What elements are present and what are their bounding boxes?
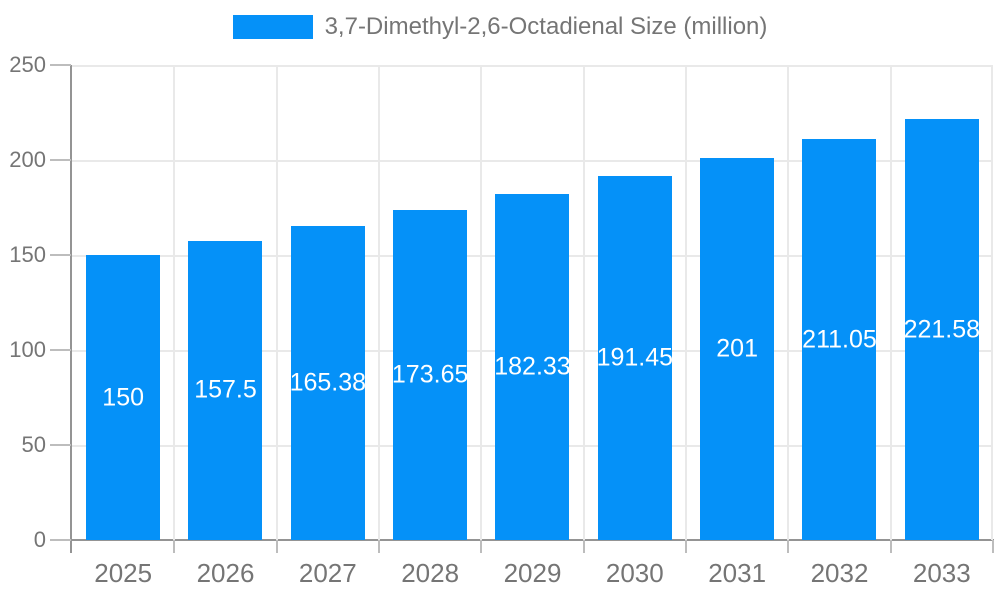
y-axis-label-50: 50 bbox=[21, 432, 46, 457]
bar-value-label-2028: 173.65 bbox=[391, 360, 469, 389]
y-axis-label-100: 100 bbox=[9, 337, 46, 362]
gridline-vertical bbox=[480, 65, 483, 540]
x-axis-label-2028: 2028 bbox=[401, 558, 460, 588]
x-axis-tick bbox=[480, 540, 483, 553]
x-axis-label-2027: 2027 bbox=[298, 558, 357, 588]
legend-swatch bbox=[232, 15, 313, 39]
x-axis-label-2029: 2029 bbox=[503, 558, 562, 588]
gridline-horizontal-200 bbox=[72, 160, 993, 162]
gridline-horizontal-250 bbox=[72, 65, 993, 67]
y-axis-tick-200 bbox=[50, 159, 71, 161]
bar-2027[interactable]: 165.38 bbox=[289, 225, 367, 540]
y-axis-tick-50 bbox=[50, 444, 71, 446]
bar-value-label-2027: 165.38 bbox=[289, 368, 367, 397]
gridline-vertical bbox=[275, 65, 278, 540]
x-axis-tick bbox=[787, 540, 790, 553]
bar-slot-2029: 182.33 bbox=[481, 65, 583, 540]
y-axis-line bbox=[70, 65, 72, 553]
bar-value-label-2026: 157.5 bbox=[194, 375, 257, 404]
y-axis-label-0: 0 bbox=[33, 527, 46, 552]
x-axis-label-2031: 2031 bbox=[708, 558, 767, 588]
x-axis-label-2025: 2025 bbox=[94, 558, 153, 588]
bar-slot-2031: 201 bbox=[686, 65, 788, 540]
y-axis-tick-150 bbox=[50, 254, 71, 256]
y-axis-tick-0 bbox=[50, 539, 71, 541]
gridline-vertical bbox=[582, 65, 585, 540]
x-axis-line bbox=[70, 539, 994, 541]
bar-value-label-2030: 191.45 bbox=[596, 343, 674, 372]
gridline-vertical bbox=[787, 65, 790, 540]
y-axis: 0 50 100 150 200 250 bbox=[0, 52, 72, 552]
x-axis-tick bbox=[275, 540, 278, 553]
x-axis-tick bbox=[684, 540, 687, 553]
bar-2033[interactable]: 221.58 bbox=[903, 119, 981, 540]
bar-slot-2026: 157.5 bbox=[174, 65, 276, 540]
x-axis: 2025 2026 2027 2028 2029 2030 2031 2032 2033 bbox=[72, 540, 994, 600]
x-axis-label-2033: 2033 bbox=[912, 558, 971, 588]
bar-value-label-2033: 221.58 bbox=[903, 315, 981, 343]
bar-2029[interactable]: 182.33 bbox=[494, 193, 571, 540]
chart-legend: 3,7-Dimethyl-2,6-Octadienal Size (millio… bbox=[0, 13, 1000, 41]
bar-slot-2030: 191.45 bbox=[584, 65, 686, 540]
x-axis-tick bbox=[173, 540, 176, 553]
bar-slot-2025: 150 bbox=[72, 65, 174, 540]
x-axis-tick bbox=[889, 540, 892, 553]
x-axis-tick bbox=[992, 540, 994, 553]
x-axis-label-2030: 2030 bbox=[605, 558, 664, 588]
gridline-vertical bbox=[889, 65, 892, 540]
x-axis-tick bbox=[582, 540, 585, 553]
bar-value-label-2031: 201 bbox=[716, 334, 758, 363]
bar-2028[interactable]: 173.65 bbox=[391, 210, 469, 540]
bar-value-label-2032: 211.05 bbox=[802, 325, 877, 353]
bar-value-label-2025: 150 bbox=[102, 383, 145, 411]
y-axis-tick-250 bbox=[50, 64, 71, 66]
y-axis-label-150: 150 bbox=[9, 242, 46, 267]
legend-label: 3,7-Dimethyl-2,6-Octadienal Size (millio… bbox=[324, 13, 768, 40]
y-axis-tick-100 bbox=[50, 349, 71, 351]
x-axis-label-2026: 2026 bbox=[196, 558, 255, 588]
x-axis-label-2032: 2032 bbox=[810, 558, 869, 588]
bar-2032[interactable]: 211.05 bbox=[802, 139, 877, 540]
bar-slot-2032: 211.05 bbox=[788, 65, 890, 540]
bar-slot-2027: 165.38 bbox=[277, 65, 379, 540]
gridline-vertical bbox=[377, 65, 380, 540]
bar-2030[interactable]: 191.45 bbox=[596, 176, 674, 540]
bar-2031[interactable]: 201 bbox=[700, 158, 775, 540]
plot-area: 150 157.5 165.38 173.65 182.33 191.45 201 211.0… bbox=[72, 65, 993, 540]
gridline-vertical bbox=[684, 65, 687, 540]
y-axis-label-200: 200 bbox=[9, 147, 46, 172]
bar-slot-2028: 173.65 bbox=[379, 65, 481, 540]
bar-value-label-2029: 182.33 bbox=[494, 352, 571, 381]
x-axis-tick bbox=[377, 540, 380, 553]
bar-2025[interactable]: 150 bbox=[86, 255, 161, 540]
plot-right-border bbox=[991, 65, 993, 540]
y-axis-label-250: 250 bbox=[9, 52, 46, 77]
bar-slot-2033: 221.58 bbox=[891, 65, 993, 540]
bar-2026[interactable]: 157.5 bbox=[188, 240, 263, 540]
gridline-vertical bbox=[173, 65, 176, 540]
